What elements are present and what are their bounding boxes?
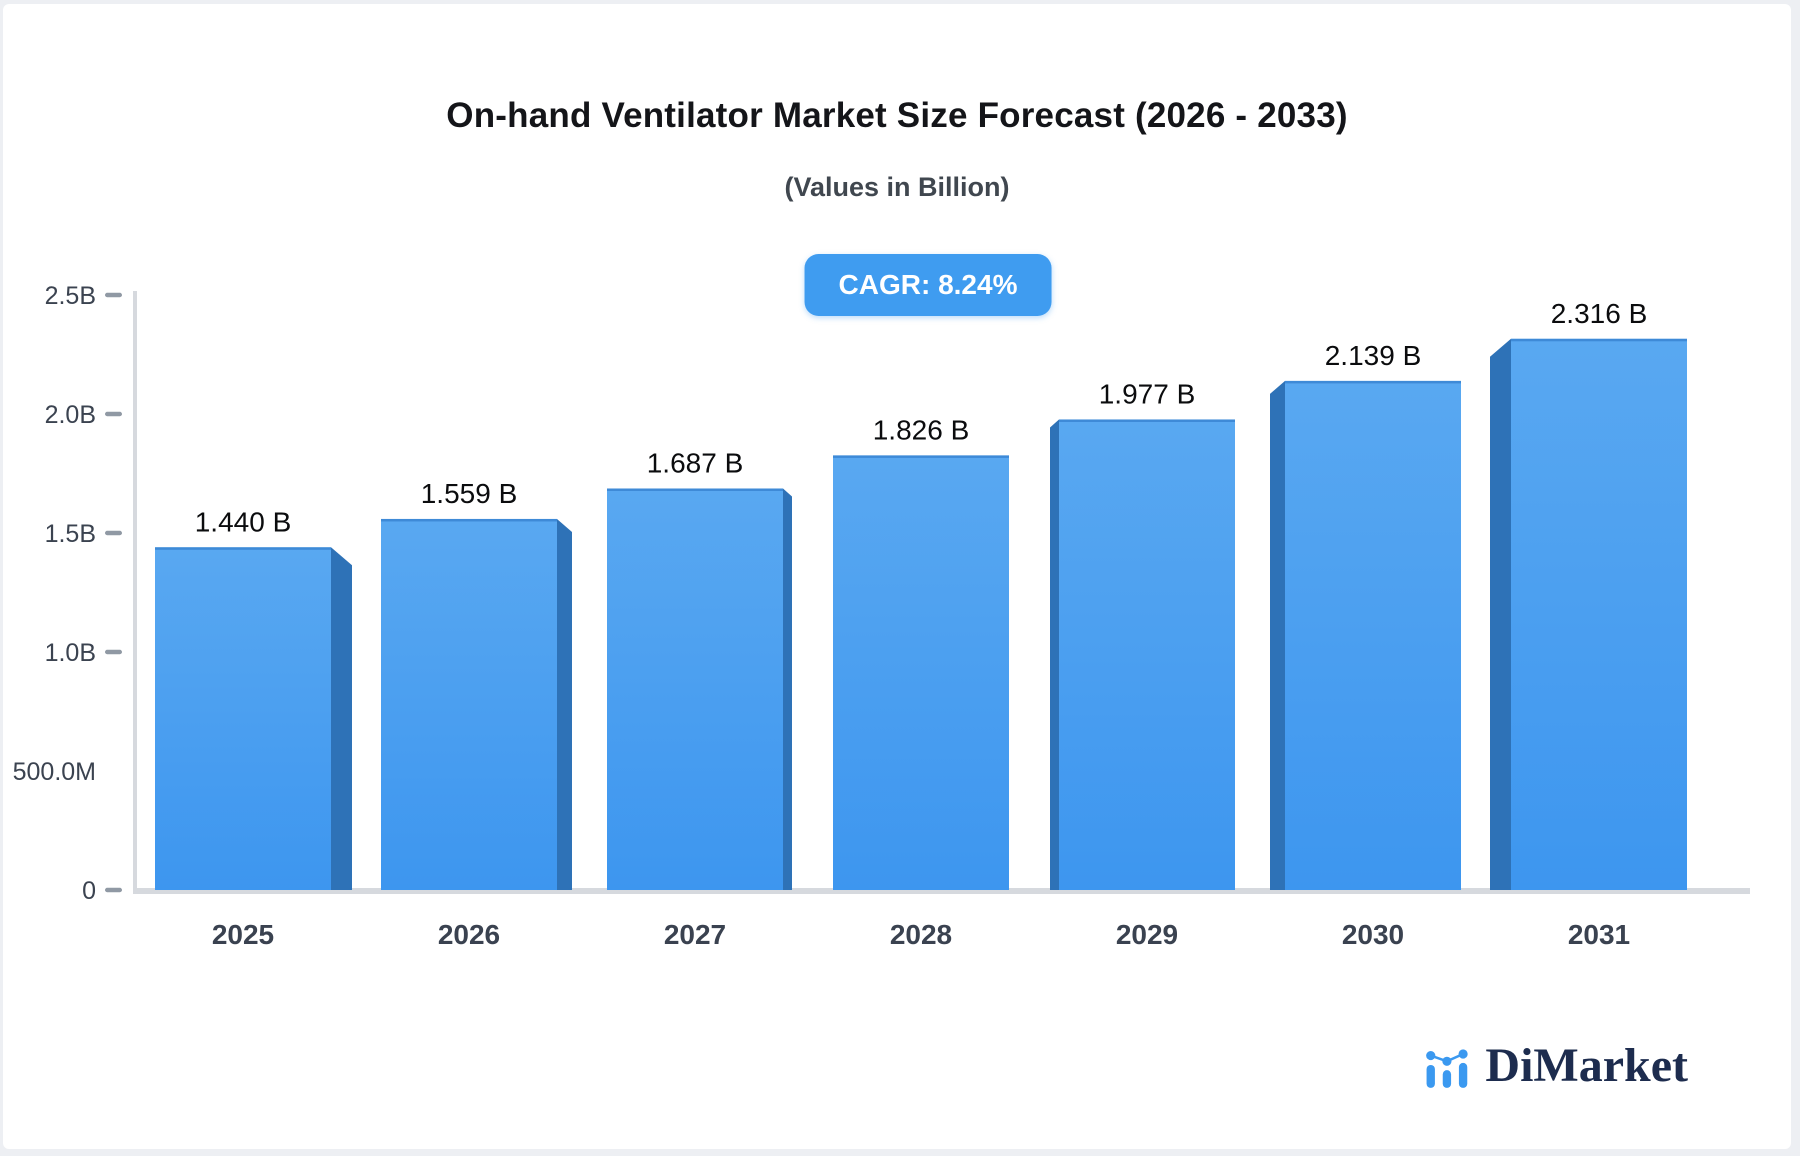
bar-chart-plot: 2.5B 2.0B 1.5B 1.0B 500.0M 0 1.440 B 2025 1.559 … (13, 282, 1750, 950)
y-tick-label-1.0B: 1.0B (45, 639, 96, 667)
bar-2027 (607, 488, 783, 890)
bar-2031 (1511, 338, 1687, 890)
y-tick-label-2.0B: 2.0B (45, 401, 96, 429)
y-tick-dash-0 (105, 887, 122, 893)
bar-value-label-2027: 1.687 B (647, 447, 744, 478)
y-axis-line (133, 291, 137, 894)
bar-top-edge-2029 (1059, 419, 1235, 422)
x-axis-label-2027: 2027 (664, 919, 726, 950)
bar-side-panel-2027 (783, 488, 792, 890)
bar-2029 (1059, 419, 1235, 890)
x-axis-label-2026: 2026 (438, 919, 500, 950)
bar-value-label-2030: 2.139 B (1325, 340, 1422, 371)
y-tick-label-2.5B: 2.5B (45, 282, 96, 310)
x-axis-label-2031: 2031 (1568, 919, 1630, 950)
bar-value-label-2028: 1.826 B (873, 414, 970, 445)
chart-subtitle: (Values in Billion) (784, 172, 1010, 202)
bar-value-label-2025: 1.440 B (195, 506, 292, 537)
dimarket-logo-icon (1426, 1049, 1469, 1088)
y-tick-dash-2.0B (105, 411, 122, 417)
x-axis-label-2028: 2028 (890, 919, 952, 950)
bar-value-label-2029: 1.977 B (1099, 378, 1196, 409)
bar-2030 (1285, 380, 1461, 890)
y-tick-label-0: 0 (82, 877, 96, 905)
dimarket-logo: DiMarket (1425, 1042, 1688, 1090)
bar-top-edge-2025 (155, 547, 331, 550)
bar-side-panel-2026 (557, 518, 572, 890)
bar-side-panel-2031 (1490, 338, 1511, 890)
bar-value-label-2031: 2.316 B (1551, 298, 1648, 329)
x-axis-label-2029: 2029 (1116, 919, 1178, 950)
chart-title: On-hand Ventilator Market Size Forecast … (446, 96, 1348, 135)
x-axis-label-2030: 2030 (1342, 919, 1404, 950)
bar-2028 (833, 455, 1009, 890)
bar-value-label-2026: 1.559 B (421, 478, 518, 509)
bar-top-edge-2027 (607, 488, 783, 491)
bar-side-panel-2029 (1050, 419, 1059, 890)
bar-top-edge-2026 (381, 518, 557, 522)
bar-2026 (381, 518, 557, 890)
bar-top-edge-2031 (1511, 338, 1687, 342)
y-tick-dash-2.5B (105, 292, 122, 298)
bar-top-edge-2030 (1285, 380, 1461, 384)
cagr-badge: CAGR: 8.24% (804, 254, 1052, 316)
chart-card: 2.5B 2.0B 1.5B 1.0B 500.0M 0 1.440 B 2025 1.559 … (3, 4, 1791, 1149)
dimarket-logo-text: DiMarket (1485, 1039, 1688, 1092)
y-tick-label-500.0M: 500.0M (13, 758, 96, 786)
y-tick-label-1.5B: 1.5B (45, 520, 96, 548)
bar-top-edge-2028 (833, 455, 1009, 458)
x-axis-label-2025: 2025 (212, 919, 274, 950)
y-tick-dash-1.0B (105, 649, 122, 655)
bar-2025 (155, 547, 331, 890)
x-axis-line (133, 888, 1750, 894)
y-tick-dash-1.5B (105, 530, 122, 536)
bar-side-panel-2025 (331, 547, 352, 890)
bar-side-panel-2030 (1270, 380, 1285, 890)
